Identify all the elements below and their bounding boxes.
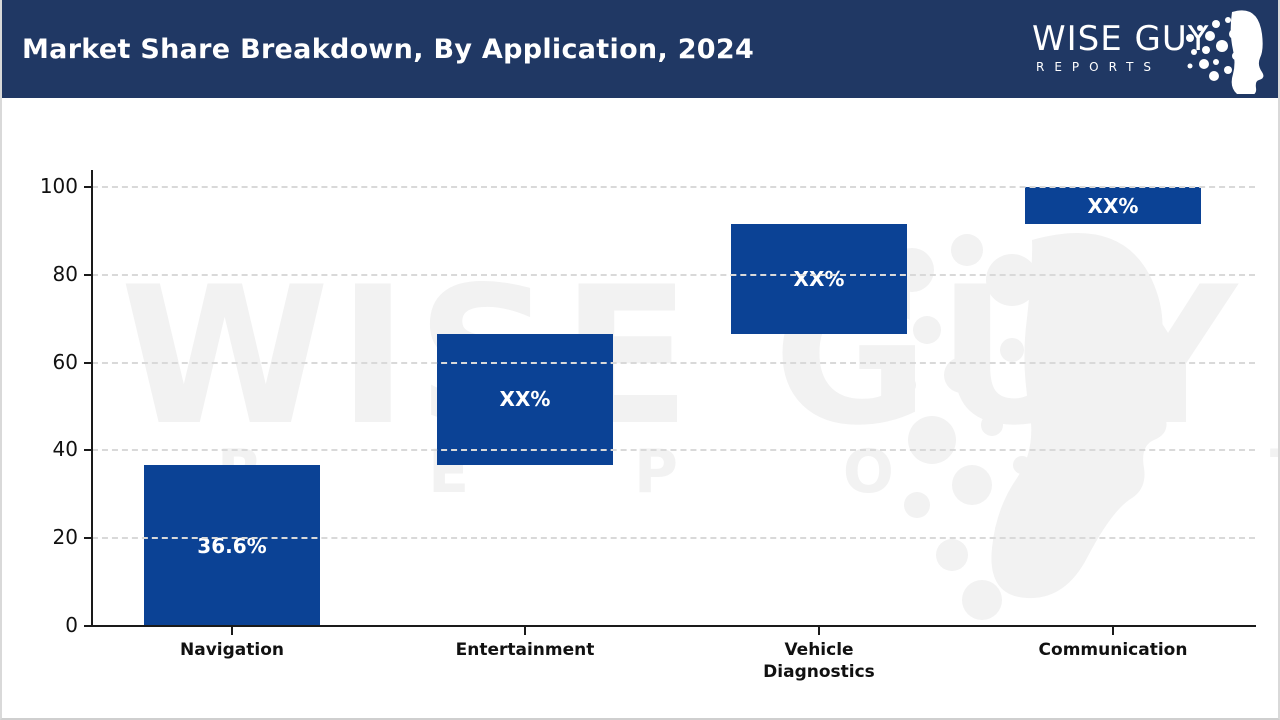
- y-tick-mark: [84, 361, 92, 364]
- watermark-dotted-head-icon: [890, 233, 1167, 620]
- y-tick-label: 100: [39, 174, 78, 198]
- bar-navigation: 36.6%: [144, 465, 320, 626]
- gridline-40: [92, 449, 1255, 452]
- y-tick-label: 0: [65, 613, 78, 637]
- y-tick-mark: [84, 186, 92, 188]
- y-tick-label: 80: [52, 261, 78, 286]
- x-category-label: Vehicle Diagnostics: [763, 640, 875, 683]
- chart-title: Market Share Breakdown, By Application, …: [22, 33, 755, 65]
- x-tick-mark: [231, 627, 233, 635]
- gridline-60: [92, 361, 1255, 364]
- gridline-100: [92, 186, 1255, 188]
- y-tick-mark: [84, 449, 92, 452]
- brand-subname: REPORTS: [1036, 60, 1162, 74]
- bar-value-label: XX%: [793, 266, 845, 291]
- x-category-label: Navigation: [180, 640, 284, 660]
- y-tick-label: 20: [52, 525, 78, 550]
- y-tick-mark: [84, 537, 92, 540]
- x-tick-mark: [524, 627, 526, 635]
- bar-entertainment: XX%: [437, 333, 613, 466]
- x-tick-mark: [1112, 627, 1114, 635]
- y-tick-label: 60: [52, 349, 78, 374]
- bar-value-label: XX%: [1087, 193, 1139, 218]
- x-tick-mark: [818, 627, 820, 635]
- bar-value-label: XX%: [499, 387, 551, 412]
- y-tick-mark: [84, 625, 92, 627]
- brand-dotted-head-icon: [1186, 10, 1264, 94]
- x-category-label: Entertainment: [455, 640, 595, 660]
- brand-logo: WISE GUY REPORTS: [1016, 6, 1266, 94]
- gridline-80: [92, 273, 1255, 276]
- gridline-20: [92, 537, 1255, 540]
- bar-communication: XX%: [1025, 187, 1201, 225]
- brand-wordmark: WISE GUY REPORTS: [1032, 22, 1210, 74]
- y-axis-line: [91, 170, 93, 627]
- header-bar: Market Share Breakdown, By Application, …: [2, 0, 1278, 98]
- bar-vehicle-diagnostics: XX%: [731, 224, 907, 334]
- x-category-label: Communication: [1038, 640, 1188, 660]
- x-axis-line: [91, 625, 1256, 627]
- y-tick-label: 40: [52, 437, 78, 462]
- brand-name: WISE GUY: [1032, 19, 1210, 59]
- y-tick-mark: [84, 273, 92, 276]
